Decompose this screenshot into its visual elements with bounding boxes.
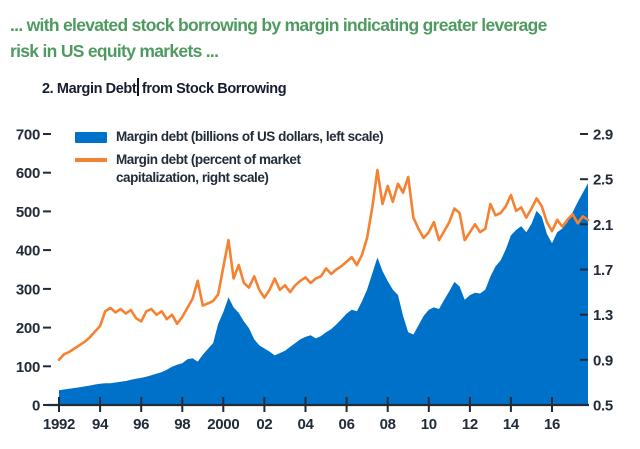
left-axis-label: 200	[16, 320, 40, 337]
x-axis-label: 16	[544, 416, 560, 433]
x-axis-label: 12	[462, 416, 478, 433]
left-axis-label: 500	[16, 204, 40, 221]
area-series-swatch	[75, 131, 107, 143]
left-axis-label: 300	[16, 281, 40, 298]
left-axis-label: 600	[16, 165, 40, 182]
x-axis-label: 06	[339, 416, 355, 433]
legend-item-margin-debt-billions: Margin debt (billions of US dollars, lef…	[75, 128, 384, 146]
figure-caption-line2: risk in US equity markets ...	[10, 41, 219, 61]
text-cursor	[137, 78, 139, 96]
x-axis-label: 1992	[43, 416, 75, 433]
left-axis-label: 0	[32, 398, 40, 415]
chart-legend: Margin debt (billions of US dollars, lef…	[75, 128, 384, 187]
chart-title-part1: 2. Margin Debt	[42, 81, 137, 97]
legend-item-margin-debt-percent: Margin debt (percent of market capitaliz…	[75, 151, 383, 187]
chart-title: 2. Margin Debt from Stock Borrowing	[42, 78, 287, 97]
x-axis-label: 14	[503, 416, 520, 433]
figure-caption: ... with elevated stock borrowing by mar…	[10, 12, 625, 64]
left-axis-label: 400	[16, 243, 40, 260]
right-axis-label: 2.9	[593, 127, 613, 144]
right-axis-label: 1.3	[593, 307, 613, 324]
x-axis-label: 10	[421, 416, 437, 433]
chart-title-part2: from Stock Borrowing	[141, 81, 287, 97]
margin-debt-pct-line	[57, 168, 590, 362]
right-axis-label: 2.5	[593, 172, 613, 189]
x-axis-label: 98	[174, 416, 190, 433]
x-axis-label: 08	[380, 416, 396, 433]
margin-debt-area	[59, 183, 588, 405]
x-axis-label: 96	[133, 416, 149, 433]
right-axis-label: 0.5	[593, 398, 613, 415]
line-series-swatch	[75, 158, 107, 162]
left-axis-label: 100	[16, 359, 40, 376]
legend-label-percent: Margin debt (percent of market capitaliz…	[116, 152, 301, 185]
x-axis-label: 04	[297, 416, 314, 433]
right-axis-label: 2.1	[593, 217, 613, 234]
right-axis-label: 1.7	[593, 262, 613, 279]
figure-caption-line1: ... with elevated stock borrowing by mar…	[10, 15, 547, 35]
right-axis-label: 0.9	[593, 352, 613, 369]
x-axis-label: 02	[256, 416, 272, 433]
x-axis-label: 94	[92, 416, 109, 433]
x-axis-label: 2000	[207, 416, 239, 433]
legend-label-billions: Margin debt (billions of US dollars, lef…	[116, 129, 384, 144]
left-axis-label: 700	[16, 127, 40, 144]
